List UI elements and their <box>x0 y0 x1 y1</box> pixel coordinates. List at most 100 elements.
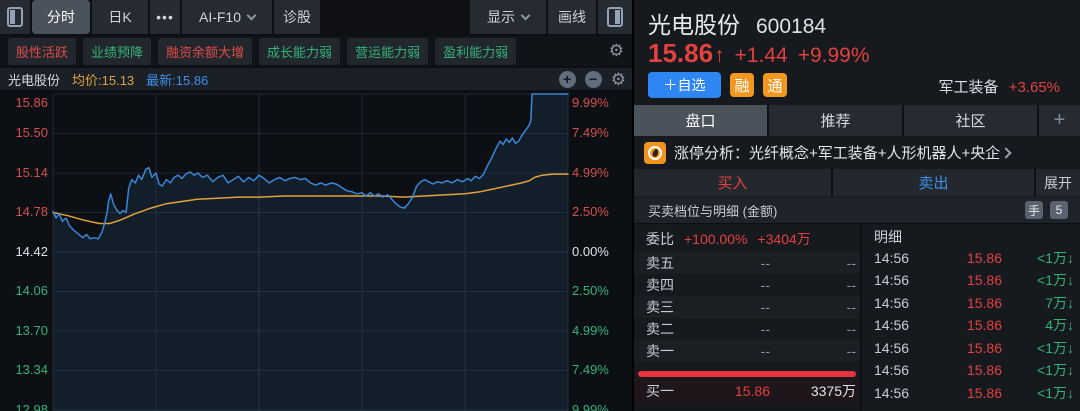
display-dropdown[interactable]: 显示 <box>470 0 546 34</box>
stock-connect-badge[interactable]: 通 <box>763 73 787 97</box>
y-axis-price-label: 14.78 <box>15 204 48 219</box>
add-watchlist-button[interactable]: ＋自选 <box>648 72 721 98</box>
y-axis-price-label: 13.70 <box>15 323 48 338</box>
trade-detail-row[interactable]: 14:56 15.86 <1万↓ <box>862 247 1080 269</box>
tab-order-book[interactable]: 盘口 <box>634 105 767 136</box>
ask-price: -- <box>760 321 770 337</box>
weibi-label: 委比 <box>646 230 674 247</box>
buy-button[interactable]: 买入 <box>634 169 831 196</box>
add-tab-button[interactable]: + <box>1039 105 1080 136</box>
tab-community[interactable]: 社区 <box>904 105 1037 136</box>
y-axis-price-label: 13.34 <box>15 362 48 377</box>
zoom-in-icon[interactable]: + <box>558 70 576 88</box>
tag-earnings-drop[interactable]: 业绩预降 <box>83 37 152 65</box>
ask-price: -- <box>760 299 770 315</box>
ask-price: -- <box>760 277 770 293</box>
ask-level-2-row[interactable]: 卖二 -- -- <box>634 318 860 340</box>
zoom-out-icon[interactable]: − <box>584 70 602 88</box>
tab-minute-chart[interactable]: 分时 <box>32 0 90 34</box>
y-axis-price-label: 12.98 <box>15 402 48 411</box>
y-axis-pct-label: 4.99% <box>572 165 609 180</box>
trade-detail-row[interactable]: 14:56 15.86 4万↓ <box>862 314 1080 336</box>
chevron-down-icon <box>520 10 531 20</box>
ask-label: 卖四 <box>646 277 674 293</box>
sector-name: 军工装备 <box>938 79 999 96</box>
weibi-pct: +100.00% <box>684 230 748 247</box>
ask-level-1-row[interactable]: 卖一 -- -- <box>634 340 860 362</box>
tag-operation-weak[interactable]: 营运能力弱 <box>347 37 429 65</box>
tag-margin-increase[interactable]: 融资余额大增 <box>158 37 253 65</box>
trade-detail-row[interactable]: 14:56 15.86 7万↓ <box>862 292 1080 314</box>
limit-up-analysis-row[interactable]: 涨停分析：光纤概念+军工装备+人形机器人+央企 <box>634 137 1080 168</box>
chart-settings-gear-icon[interactable]: ⚙ <box>610 69 626 89</box>
trade-volume: <1万↓ <box>1037 250 1074 266</box>
order-book: 委比 +100.00% +3404万 卖五 -- -- 卖四 -- -- 卖三 -- -- … <box>634 225 860 411</box>
quote-title: 光电股份 600184 <box>648 6 826 38</box>
y-axis-price-label: 14.42 <box>15 244 48 259</box>
trade-volume: <1万↓ <box>1037 385 1074 401</box>
panel-left-icon <box>7 7 23 27</box>
y-axis-pct-label: 9.99% <box>572 402 609 411</box>
limit-analysis-text: 涨停分析：光纤概念+军工装备+人形机器人+央企 <box>674 145 1001 162</box>
diagnose-stock-button[interactable]: 诊股 <box>274 0 320 34</box>
trade-price: 15.86 <box>966 272 1002 288</box>
chart-toolbar: 分时 日K ••• AI-F10 诊股 显示 画线 <box>0 0 632 34</box>
tab-daily-k[interactable]: 日K <box>92 0 148 34</box>
ai-f10-dropdown[interactable]: AI-F10 <box>182 0 272 34</box>
draw-line-button[interactable]: 画线 <box>548 0 596 34</box>
bid-level-1-row[interactable]: 买一 15.86 3375万 <box>634 379 860 403</box>
y-axis-pct-label: 4.99% <box>572 323 609 338</box>
more-periods-button[interactable]: ••• <box>150 0 180 34</box>
trade-volume: <1万↓ <box>1037 340 1074 356</box>
trade-volume: 4万↓ <box>1045 317 1074 333</box>
trade-price: 15.86 <box>966 250 1002 266</box>
collapse-left-panel-button[interactable] <box>0 0 30 34</box>
trade-price: 15.86 <box>966 295 1002 311</box>
trade-action-bar: 买入 卖出 展开 <box>634 169 1080 196</box>
trade-volume: <1万↓ <box>1037 362 1074 378</box>
trade-detail-row[interactable]: 14:56 15.86 <1万↓ <box>862 337 1080 359</box>
y-axis-price-label: 15.14 <box>15 165 48 180</box>
chevron-right-icon <box>1000 146 1012 159</box>
ask-label: 卖三 <box>646 299 674 315</box>
chart-header: 光电股份 均价:15.13 最新:15.86 + − ⚙ <box>0 68 632 90</box>
tags-settings-gear-icon[interactable]: ⚙ <box>608 41 624 60</box>
trade-detail-row[interactable]: 14:56 15.86 <1万↓ <box>862 269 1080 291</box>
chart-stock-name: 光电股份 <box>8 72 61 88</box>
avg-price-label: 均价:15.13 <box>72 72 135 88</box>
stock-name: 光电股份 <box>648 12 740 38</box>
ask-label: 卖二 <box>646 321 674 337</box>
trade-price: 15.86 <box>966 340 1002 356</box>
sector-link[interactable]: 军工装备 +3.65% <box>939 76 1060 97</box>
y-axis-price-label: 15.86 <box>15 95 48 110</box>
margin-trading-badge[interactable]: 融 <box>730 73 754 97</box>
down-arrow-icon: ↓ <box>1067 250 1074 266</box>
trade-time: 14:56 <box>874 362 910 378</box>
trade-time: 14:56 <box>874 250 910 266</box>
trade-detail-row[interactable]: 14:56 15.86 <1万↓ <box>862 382 1080 404</box>
unit-hand-badge[interactable]: 手 <box>1025 201 1043 219</box>
down-arrow-icon: ↓ <box>1067 340 1074 356</box>
tab-recommend[interactable]: 推荐 <box>769 105 902 136</box>
tag-stock-active[interactable]: 股性活跃 <box>8 37 77 65</box>
trade-detail-row[interactable]: 14:56 15.86 <1万↓ <box>862 359 1080 381</box>
expand-button[interactable]: 展开 <box>1036 169 1080 196</box>
level-count-badge[interactable]: 5 <box>1050 201 1068 219</box>
bid-level-2-row-partial[interactable]: 买二 15.85 万 <box>634 406 860 411</box>
ask-label: 卖一 <box>646 343 674 359</box>
sell-button[interactable]: 卖出 <box>833 169 1034 196</box>
tag-profit-weak[interactable]: 盈利能力弱 <box>435 37 517 65</box>
trade-price: 15.86 <box>966 362 1002 378</box>
time-share-chart[interactable]: 15.86 15.50 15.14 14.78 14.42 14.06 13.7… <box>0 90 632 411</box>
expand-right-panel-button[interactable] <box>598 0 632 34</box>
sector-change-pct: +3.65% <box>1008 79 1060 96</box>
price-up-arrow-icon: ↑ <box>714 44 725 67</box>
ask-level-5-row[interactable]: 卖五 -- -- <box>634 252 860 274</box>
tag-growth-weak[interactable]: 成长能力弱 <box>259 37 341 65</box>
chart-panel: 分时 日K ••• AI-F10 诊股 显示 画线 股性活跃 业绩预降 融资余额… <box>0 0 632 411</box>
weibi-amount: +3404万 <box>757 230 811 247</box>
down-arrow-icon: ↓ <box>1067 385 1074 401</box>
ask-amount: -- <box>846 321 856 337</box>
ask-level-4-row[interactable]: 卖四 -- -- <box>634 274 860 296</box>
ask-level-3-row[interactable]: 卖三 -- -- <box>634 296 860 318</box>
